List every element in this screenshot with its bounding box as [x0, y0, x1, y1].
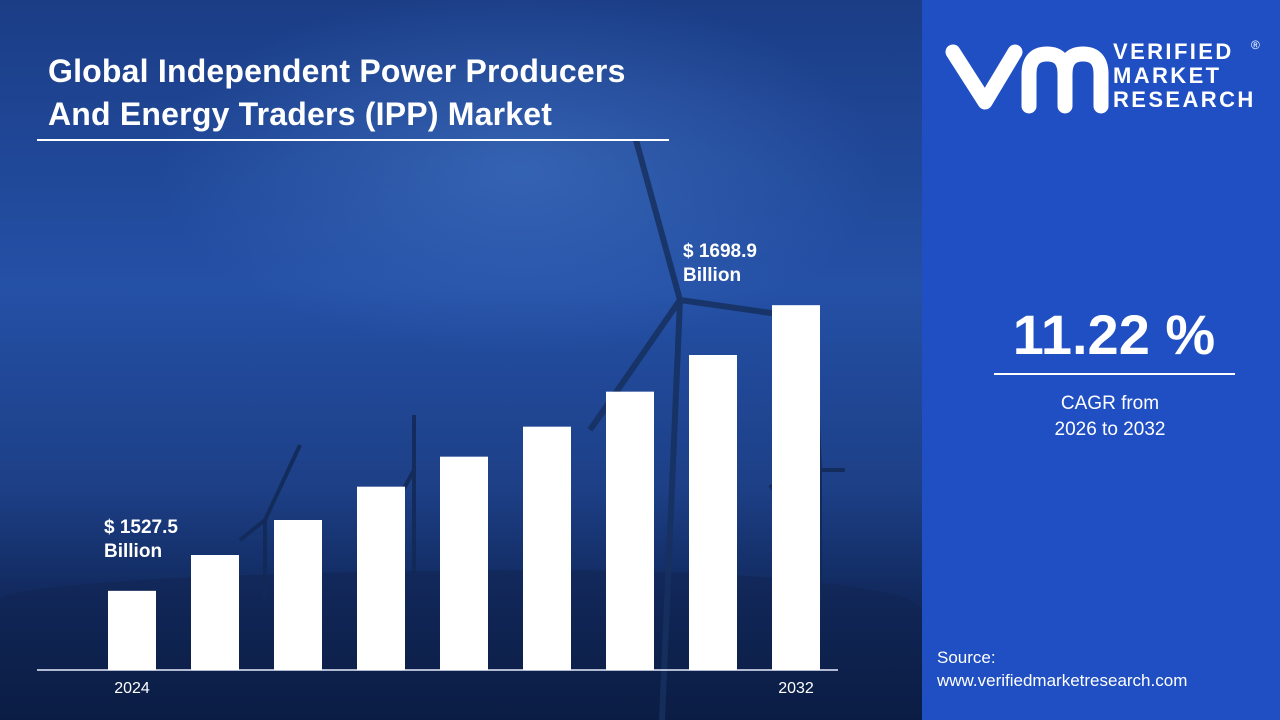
source-label: Source: [937, 648, 996, 667]
summary-panel [922, 0, 1280, 720]
bar-2028 [440, 456, 488, 670]
title-underline [37, 139, 669, 141]
x-tick-label-2024: 2024 [114, 680, 150, 697]
last-bar-value: $ 1698.9 [683, 241, 757, 262]
last-bar-unit: Billion [683, 265, 742, 286]
vmr-logo-icon [945, 44, 1109, 114]
chart-title-line-2: And Energy Traders (IPP) Market [48, 96, 553, 132]
cagr-value: 11.22 % [1012, 303, 1216, 366]
first-bar-value: $ 1527.5 [104, 517, 178, 538]
brand-wordmark: VERIFIED MARKET RESEARCH [1113, 40, 1256, 112]
x-tick-label-2032: 2032 [778, 680, 814, 697]
bar-2030 [606, 391, 654, 670]
brand-line-3: RESEARCH [1113, 87, 1256, 112]
cagr-label-line-1: CAGR from [1060, 393, 1160, 414]
brand-line-1: VERIFIED [1113, 39, 1234, 64]
brand-line-2: MARKET [1113, 63, 1222, 88]
bar-2025 [191, 555, 239, 670]
bar-2031 [689, 355, 737, 670]
source-url[interactable]: www.verifiedmarketresearch.com [937, 671, 1188, 690]
bar-2029 [523, 426, 571, 670]
cagr-description: CAGR from 2026 to 2032 [994, 391, 1226, 443]
bar-2024 [108, 590, 156, 670]
first-bar-unit: Billion [104, 541, 163, 562]
bar-chart: 2024 2032 [37, 305, 838, 697]
last-bar-value-label: $ 1698.9 Billion [683, 240, 757, 288]
chart-title-line-1: Global Independent Power Producers [48, 53, 626, 89]
bar-2026 [274, 520, 322, 670]
cagr-divider [994, 373, 1235, 375]
chart-title: Global Independent Power Producers And E… [48, 50, 688, 136]
source-note: Source: www.verifiedmarketresearch.com [937, 646, 1187, 692]
registered-mark: ® [1251, 38, 1260, 52]
first-bar-value-label: $ 1527.5 Billion [104, 516, 178, 564]
bar-2027 [357, 486, 405, 670]
bar-2032 [772, 305, 820, 670]
cagr-label-line-2: 2026 to 2032 [1054, 419, 1166, 440]
